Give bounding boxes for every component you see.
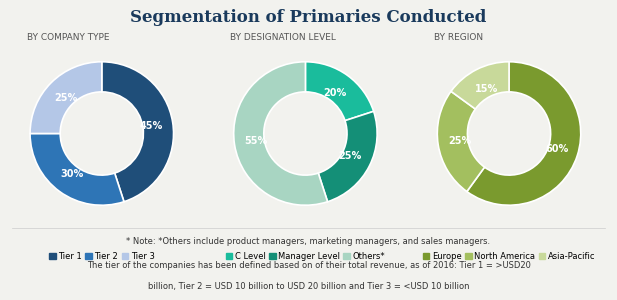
Text: Segmentation of Primaries Conducted: Segmentation of Primaries Conducted	[130, 9, 487, 26]
Wedge shape	[30, 134, 124, 205]
Text: 45%: 45%	[140, 121, 163, 130]
Wedge shape	[102, 62, 173, 202]
Text: BY DESIGNATION LEVEL: BY DESIGNATION LEVEL	[231, 33, 336, 42]
Text: * Note: *Others include product managers, marketing managers, and sales managers: * Note: *Others include product managers…	[126, 237, 491, 246]
Wedge shape	[30, 62, 102, 134]
Wedge shape	[318, 111, 377, 202]
Legend: C Level, Manager Level, Others*: C Level, Manager Level, Others*	[226, 252, 385, 261]
Text: BY REGION: BY REGION	[434, 33, 483, 42]
Wedge shape	[234, 62, 328, 205]
Text: 25%: 25%	[55, 93, 78, 103]
Legend: Europe, North America, Asia-Pacific: Europe, North America, Asia-Pacific	[423, 252, 595, 261]
Text: 25%: 25%	[448, 136, 471, 146]
Wedge shape	[437, 91, 484, 191]
Wedge shape	[305, 62, 374, 121]
Text: 60%: 60%	[545, 144, 568, 154]
Text: The tier of the companies has been defined based on of their total revenue, as o: The tier of the companies has been defin…	[86, 261, 531, 270]
Text: 20%: 20%	[323, 88, 347, 98]
Text: BY COMPANY TYPE: BY COMPANY TYPE	[27, 33, 109, 42]
Wedge shape	[467, 62, 581, 205]
Wedge shape	[451, 62, 509, 109]
Text: 55%: 55%	[244, 136, 267, 146]
Text: 15%: 15%	[474, 84, 498, 94]
Legend: Tier 1, Tier 2, Tier 3: Tier 1, Tier 2, Tier 3	[49, 252, 155, 261]
Text: 25%: 25%	[339, 151, 362, 161]
Text: billion, Tier 2 = USD 10 billion to USD 20 billion and Tier 3 = <USD 10 billion: billion, Tier 2 = USD 10 billion to USD …	[147, 282, 470, 291]
Text: 30%: 30%	[60, 169, 84, 179]
